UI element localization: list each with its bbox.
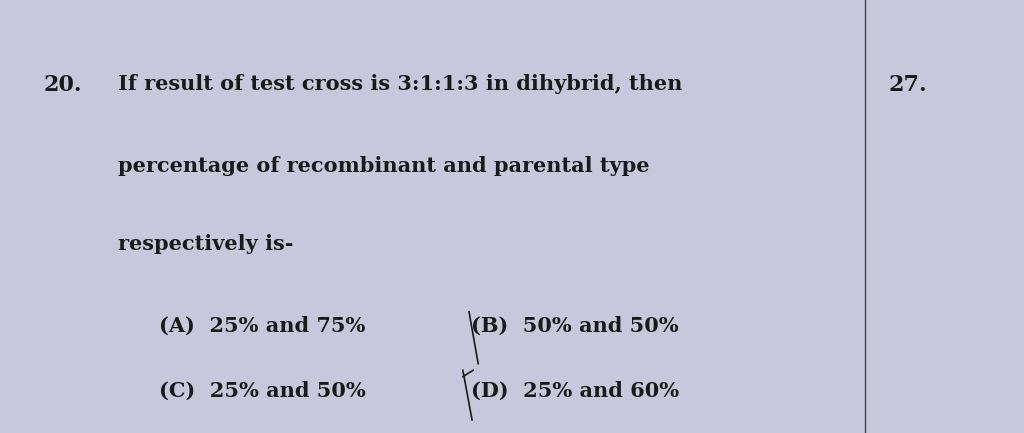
Text: percentage of recombinant and parental type: percentage of recombinant and parental t… (118, 156, 649, 176)
Text: 27.: 27. (889, 74, 928, 96)
Text: (B)  50% and 50%: (B) 50% and 50% (471, 316, 679, 336)
Text: (C)  25% and 50%: (C) 25% and 50% (159, 381, 366, 401)
Text: respectively is-: respectively is- (118, 234, 293, 254)
Text: 20.: 20. (43, 74, 82, 96)
Text: (A)  25% and 75%: (A) 25% and 75% (159, 316, 366, 336)
Text: If result of test cross is 3:1:1:3 in dihybrid, then: If result of test cross is 3:1:1:3 in di… (118, 74, 682, 94)
Text: (D)  25% and 60%: (D) 25% and 60% (471, 381, 679, 401)
